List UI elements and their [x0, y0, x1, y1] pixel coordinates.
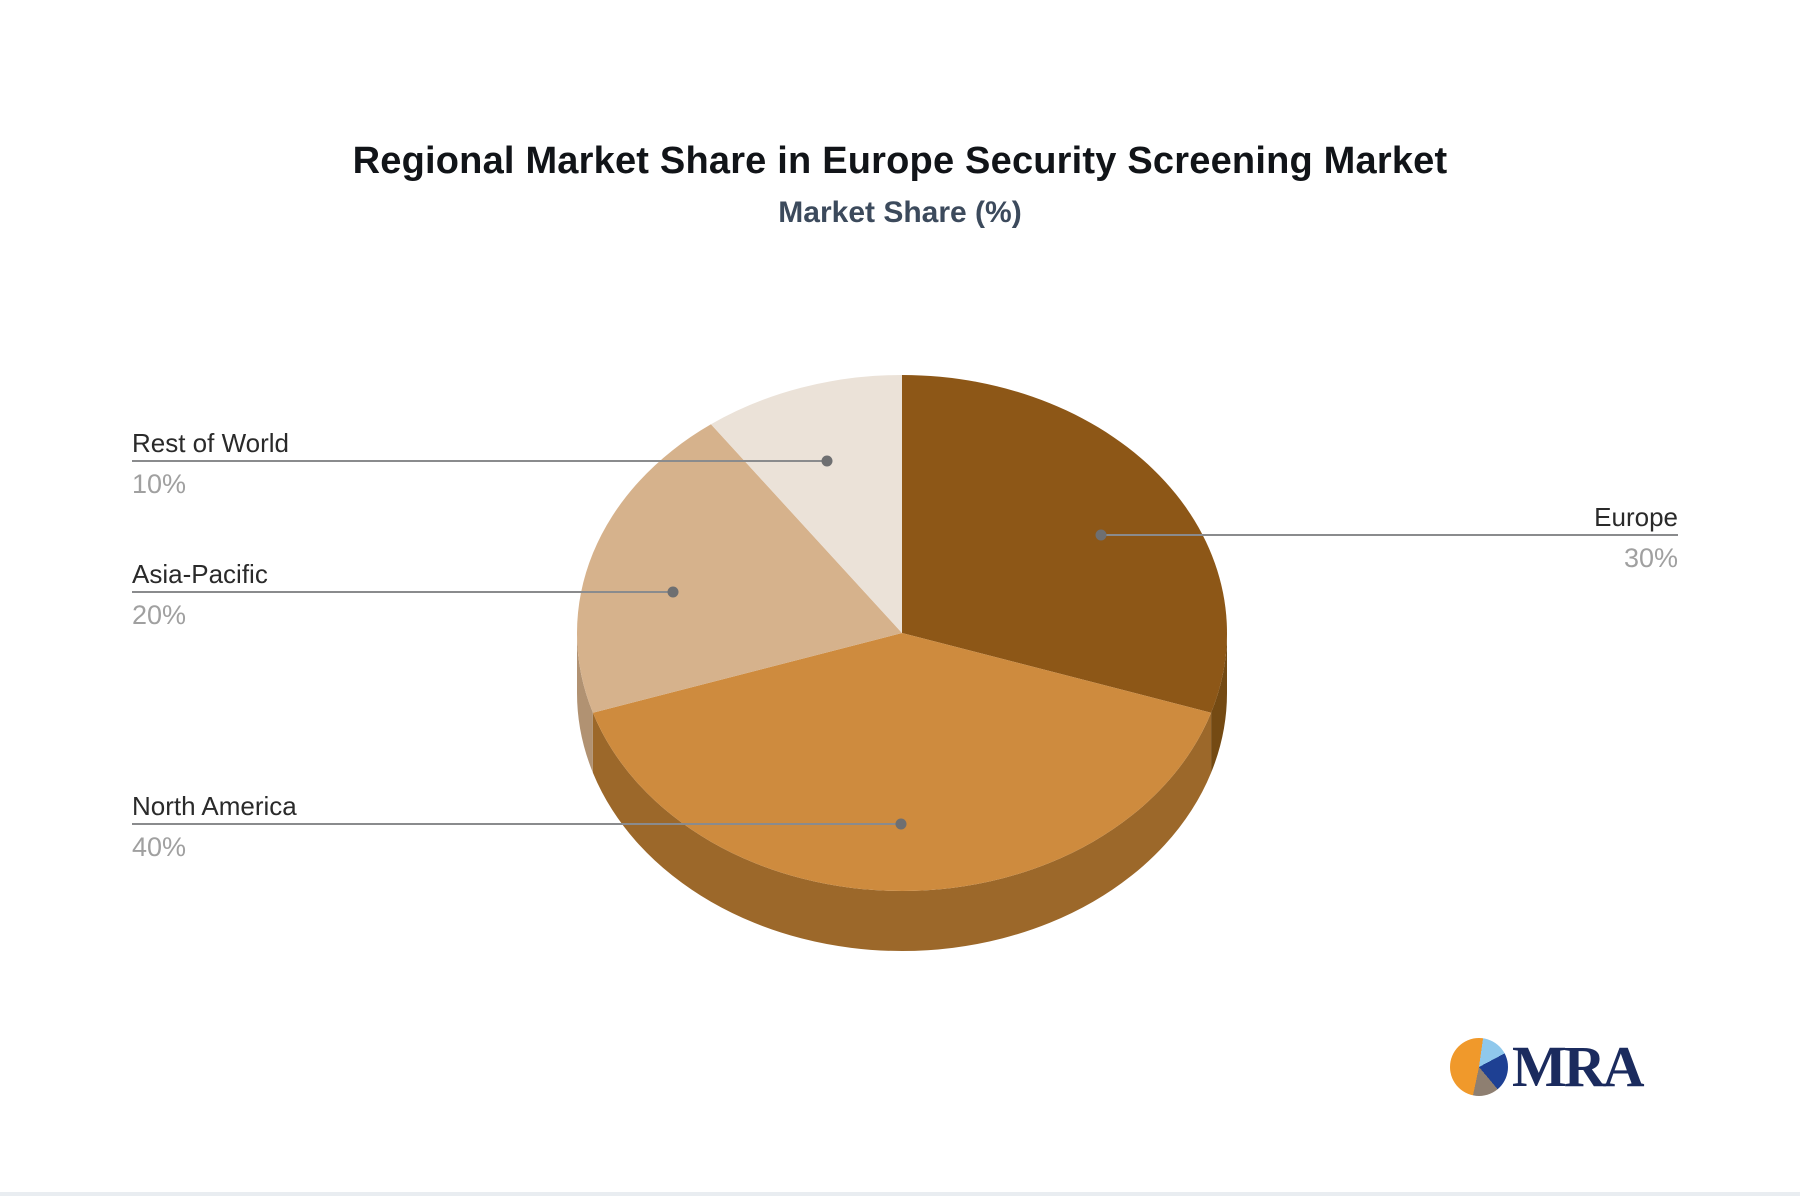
slice-callout-pct: 40%: [132, 832, 187, 863]
logo-text: MRA: [1512, 1034, 1645, 1099]
slice-callout-name: Asia-Pacific: [132, 559, 268, 589]
slice-callout-pct: 10%: [132, 469, 187, 500]
pie-slice-north-america[interactable]: [592, 633, 1212, 891]
slice-callout-name: Rest of World: [132, 428, 290, 458]
page-bottom-edge: [0, 1192, 1800, 1196]
pie-slice-europe[interactable]: [902, 375, 1227, 713]
pie-slice-rest-of-world[interactable]: [710, 375, 902, 633]
slice-callout-pct: 20%: [132, 600, 187, 631]
slice-callout: Rest of World 10%: [132, 428, 289, 501]
callout-connector-dot: [667, 586, 679, 598]
chart-title: Regional Market Share in Europe Security…: [352, 140, 1448, 182]
pie-slice-side-europe: [1211, 633, 1227, 773]
slice-callout-name: North America: [132, 791, 297, 821]
pie-slice-side-asia-pacific: [577, 633, 593, 773]
slice-callout-name: Europe: [1594, 502, 1678, 532]
callout-connector-dot: [1095, 529, 1107, 541]
pie-slice-side-north-america: [592, 712, 1212, 951]
logo-pie-icon: [1450, 1038, 1508, 1096]
callout-connector-dot: [895, 818, 907, 830]
slice-callout-pct: 30%: [1623, 543, 1678, 574]
slice-callout: North America 40%: [132, 791, 297, 864]
chart-subtitle: Market Share (%): [778, 196, 1022, 229]
mra-logo: MRA: [1450, 1034, 1645, 1099]
slice-callout: Europe 30%: [1594, 502, 1678, 575]
callout-connector-dot: [821, 455, 833, 467]
slice-callout: Asia-Pacific 20%: [132, 559, 268, 632]
pie-slice-asia-pacific[interactable]: [577, 424, 902, 713]
